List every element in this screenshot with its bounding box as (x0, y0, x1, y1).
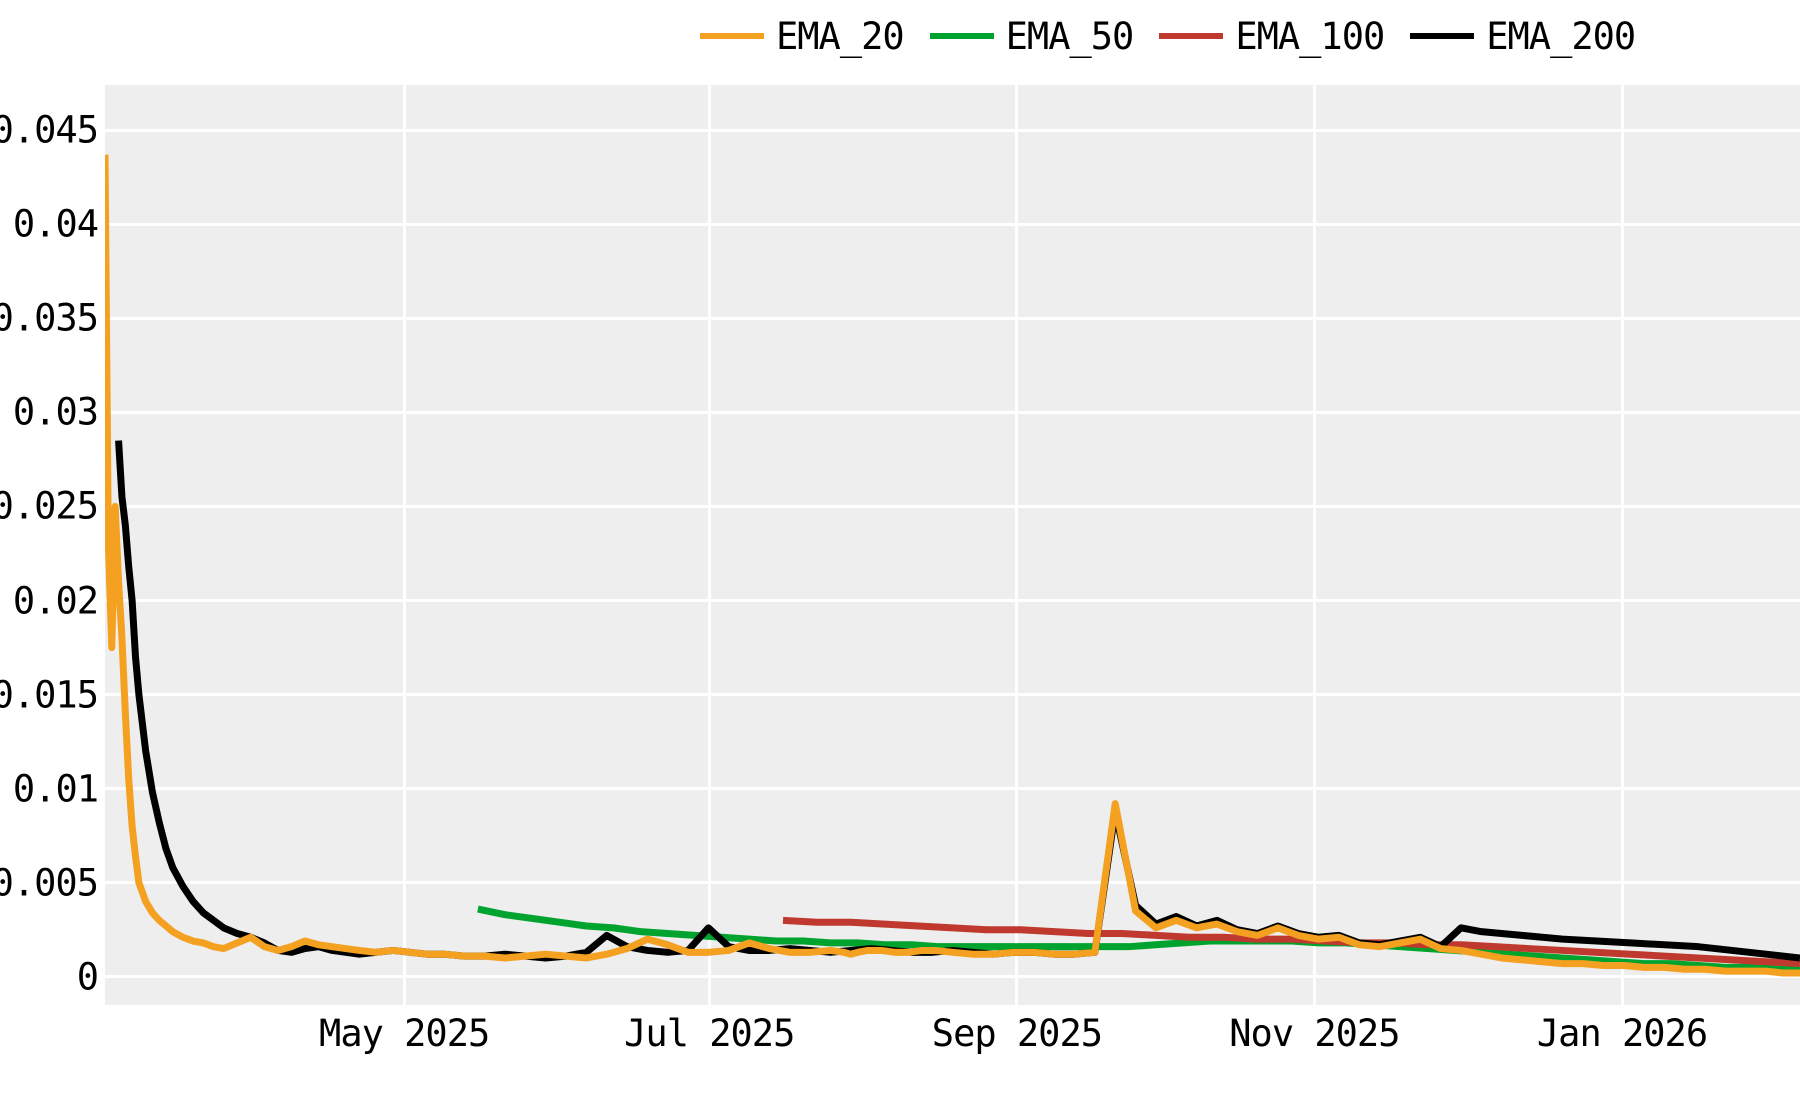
y-tick-label: 0.005 (0, 861, 99, 905)
series-line-ema_200 (115, 440, 1800, 962)
plot-area (105, 85, 1800, 1005)
legend-label: EMA_20 (776, 14, 905, 58)
gridline-vertical (1620, 85, 1624, 1005)
gridline-horizontal (105, 410, 1800, 414)
gridline-vertical (1312, 85, 1316, 1005)
legend-swatch-icon (1159, 33, 1224, 39)
gridline-horizontal (105, 599, 1800, 602)
gridline-horizontal (105, 975, 1800, 979)
gridline-vertical (707, 85, 711, 1005)
legend-entry-ema_50[interactable]: EMA_50 (929, 14, 1135, 58)
chart-legend: EMA_20 EMA_50 EMA_100 EMA_200 (700, 10, 1661, 62)
series-line-ema_20 (105, 154, 1800, 977)
legend-label: EMA_50 (1005, 14, 1135, 58)
y-tick-label: 0 (76, 955, 99, 999)
y-tick-label: 0.045 (0, 108, 99, 152)
x-tick-label: Jan 2026 (1536, 1012, 1708, 1055)
gridline-horizontal (105, 222, 1800, 226)
y-tick-label: 0.015 (0, 673, 99, 717)
gridline-vertical (402, 85, 406, 1005)
y-tick-label: 0.025 (0, 484, 99, 528)
legend-swatch-icon (1410, 33, 1475, 39)
legend-entry-ema_100[interactable]: EMA_100 (1159, 14, 1385, 58)
y-tick-label: 0.03 (12, 390, 99, 434)
gridline-vertical (1015, 85, 1019, 1005)
gridline-horizontal (105, 693, 1800, 697)
series-line-ema_100 (782, 916, 1800, 968)
gridline-horizontal (105, 881, 1800, 885)
legend-swatch-icon (700, 33, 764, 39)
gridline-horizontal (105, 128, 1800, 132)
x-tick-label: Sep 2025 (931, 1012, 1103, 1055)
x-tick-label: Jul 2025 (624, 1012, 795, 1055)
gridline-horizontal (105, 787, 1800, 791)
y-tick-label: 0.04 (12, 202, 99, 246)
gridline-horizontal (105, 504, 1800, 508)
legend-label: EMA_200 (1486, 14, 1636, 58)
gridline-horizontal (105, 316, 1800, 320)
series-layer (105, 154, 1800, 977)
legend-swatch-icon (929, 33, 994, 39)
legend-entry-ema_20[interactable]: EMA_20 (700, 14, 905, 58)
y-tick-label: 0.035 (0, 296, 99, 340)
x-tick-label: Nov 2025 (1229, 1012, 1400, 1055)
x-tick-label: May 2025 (319, 1012, 490, 1055)
y-tick-label: 0.01 (12, 767, 99, 811)
legend-entry-ema_200[interactable]: EMA_200 (1410, 14, 1636, 58)
legend-label: EMA_100 (1235, 14, 1385, 58)
y-tick-label: 0.02 (12, 579, 99, 622)
